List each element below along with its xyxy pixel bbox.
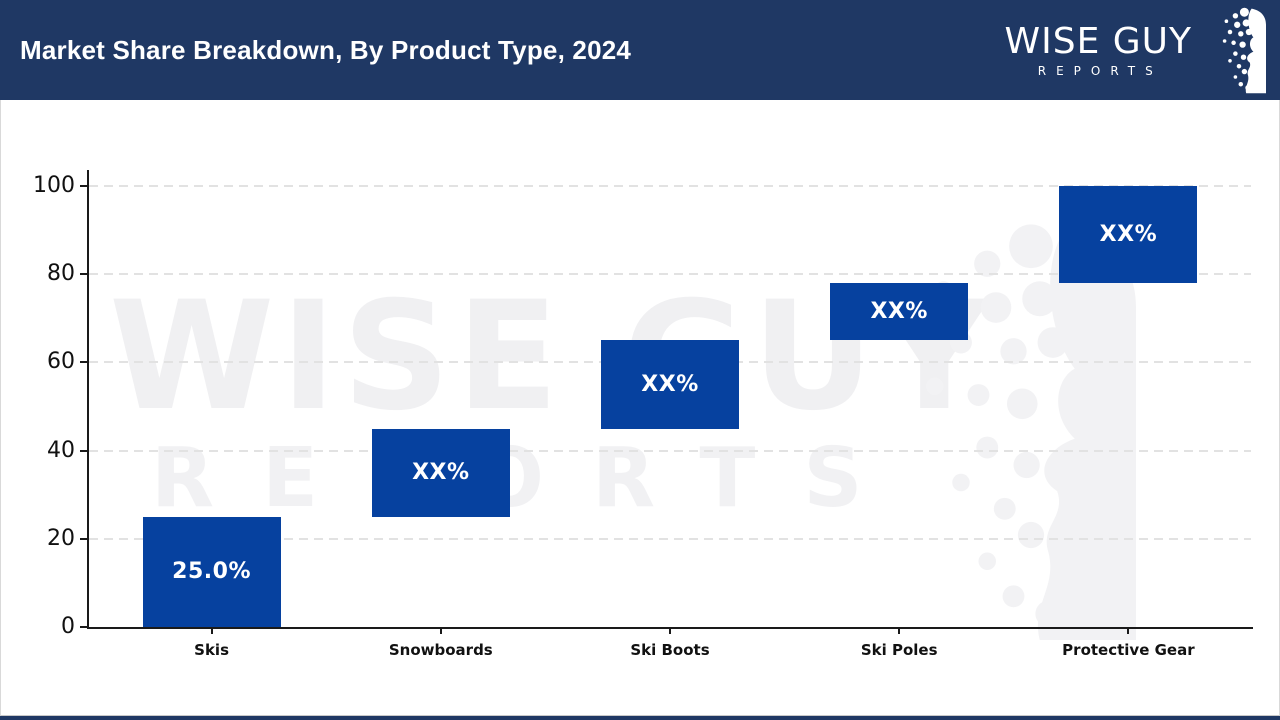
page-title: Market Share Breakdown, By Product Type,… [20,34,632,65]
bar-ski-poles: XX% [830,283,969,341]
y-tick-100 [80,185,88,187]
x-tick-1 [439,627,442,634]
header: Market Share Breakdown, By Product Type,… [0,0,1280,100]
y-tick-label-40: 40 [47,437,75,463]
y-tick-label-0: 0 [61,614,75,639]
bar-ski-boots: XX% [601,340,739,429]
x-tick-label-4: Protective Gear [1062,641,1195,659]
x-tick-2 [669,627,671,634]
bar-protective-gear: XX% [1059,186,1198,284]
bar-snowboards: XX% [371,428,510,517]
y-tick-label-60: 60 [47,349,75,375]
gridline-100 [89,185,1251,187]
bar-value-label: 25.0% [172,559,251,585]
bar-value-label: XX% [870,299,928,325]
x-tick-3 [898,627,901,634]
gridline-20 [89,537,1251,540]
brand-logo-text: WISE GUY REPORTS [1004,20,1193,78]
y-tick-label-20: 20 [47,525,75,551]
x-tick-label-3: Ski Poles [860,641,938,659]
y-tick-40 [80,449,88,452]
x-tick-label-2: Ski Boots [630,641,710,659]
x-tick-4 [1127,627,1130,634]
y-tick-20 [80,537,88,540]
y-tick-label-100: 100 [33,173,75,198]
gridline-80 [89,273,1251,276]
footer-bar [0,716,1280,720]
y-tick-label-80: 80 [47,261,75,287]
brand-name: WISE GUY [1004,20,1192,62]
chart-area: WISE GUY REPORTS 0 20 40 60 80 100 25.0% Skis XX… [0,100,1280,716]
brand-logo: WISE GUY REPORTS [1004,6,1266,94]
x-tick-label-0: Skis [194,641,230,659]
brand-subtitle: REPORTS [1037,63,1163,78]
y-tick-0 [80,626,88,628]
x-tick-0 [210,627,213,634]
y-tick-80 [80,273,88,276]
brand-face-icon [1222,7,1266,94]
bar-skis: 25.0% [142,516,281,627]
x-tick-label-1: Snowboards [388,641,493,659]
bar-value-label: XX% [641,371,699,397]
gridline-40 [89,449,1251,452]
bar-value-label: XX% [412,460,470,486]
y-tick-60 [80,361,88,364]
bar-value-label: XX% [1099,222,1158,247]
